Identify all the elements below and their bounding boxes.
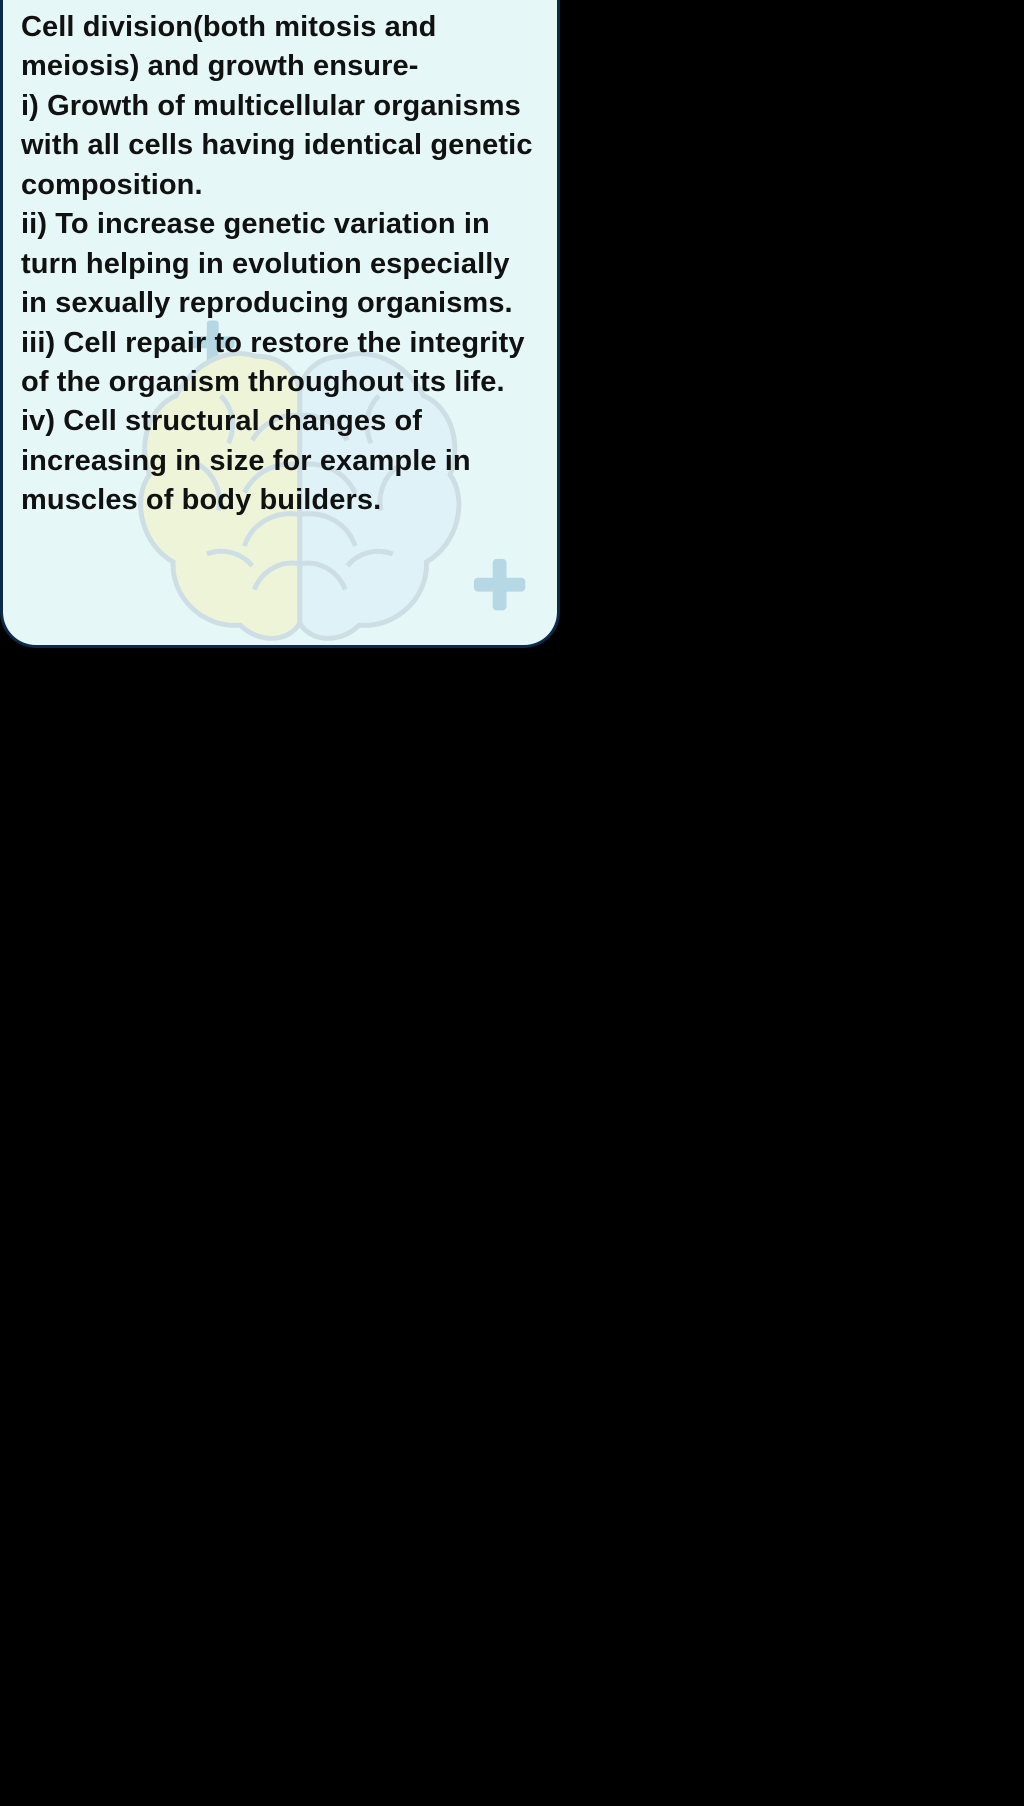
card-body-text: Cell division(both mitosis and meiosis) … [3, 0, 557, 539]
info-card: Cell division(both mitosis and meiosis) … [0, 0, 560, 648]
